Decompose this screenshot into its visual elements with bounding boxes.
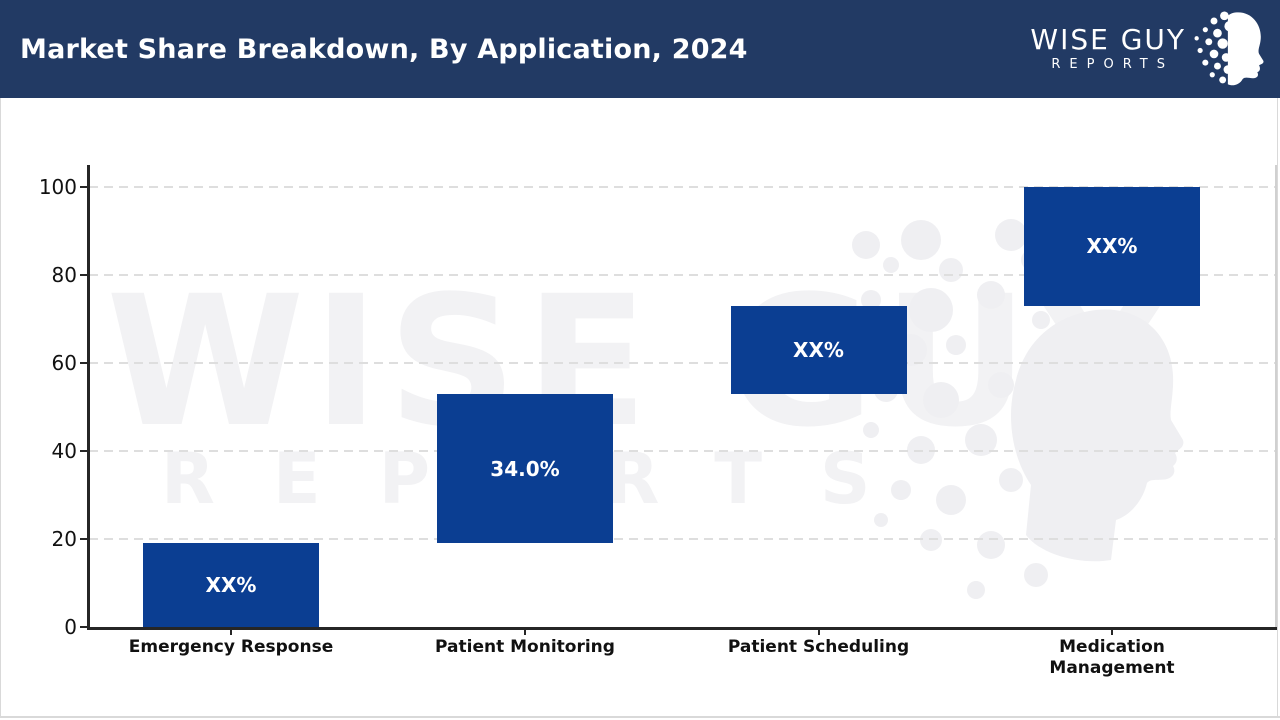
bar-segment-4: XX%: [1024, 187, 1200, 306]
y-axis-tick: [80, 450, 88, 452]
plot-right-border: [1275, 165, 1277, 629]
bar-segment-2: 34.0%: [437, 393, 613, 544]
y-axis-tick: [80, 538, 88, 540]
gridline-40: [89, 450, 1275, 452]
bar-segment-3: XX%: [730, 305, 907, 394]
y-axis-tick-label: 20: [51, 527, 77, 551]
x-axis-tick: [230, 629, 232, 635]
y-axis-tick-label: 0: [64, 615, 77, 639]
y-axis-tick: [80, 362, 88, 364]
x-axis-category-label: Patient Monitoring: [435, 637, 615, 657]
x-axis-line: [87, 627, 1277, 630]
y-axis-tick: [80, 274, 88, 276]
bar-value-label: XX%: [1086, 234, 1138, 259]
y-axis-tick: [80, 186, 88, 188]
logo-primary-text: WISE GUY: [1030, 23, 1186, 56]
gridline-20: [89, 538, 1275, 540]
y-axis-tick-label: 40: [51, 439, 77, 463]
y-axis-tick-label: 100: [38, 175, 77, 199]
wise-guy-logo: WISE GUY REPORTS: [1030, 6, 1266, 92]
y-axis-line: [87, 165, 90, 629]
x-axis-category-label: Medication Management: [1049, 637, 1175, 678]
x-axis-category-label: Emergency Response: [128, 637, 334, 657]
gridline-60: [89, 362, 1275, 364]
y-axis-tick-label: 80: [51, 263, 77, 287]
bar-segment-1: XX%: [143, 543, 319, 627]
logo-secondary-text: REPORTS: [1051, 57, 1174, 72]
wise-guy-head-icon: [1188, 6, 1266, 92]
x-axis-category-label: Patient Scheduling: [727, 637, 910, 657]
bar-value-label: XX%: [793, 337, 844, 362]
header-bar: Market Share Breakdown, By Application, …: [0, 0, 1280, 98]
gridline-80: [89, 274, 1275, 276]
x-axis-tick: [817, 629, 820, 635]
bar-value-label: 34.0%: [490, 456, 560, 481]
y-axis-tick-label: 60: [51, 351, 77, 375]
bottom-border: [0, 716, 1280, 718]
gridline-100: [89, 186, 1275, 188]
page-title: Market Share Breakdown, By Application, …: [20, 33, 748, 65]
y-axis-tick: [80, 626, 88, 628]
bar-value-label: XX%: [205, 573, 257, 598]
x-axis-tick: [524, 629, 526, 635]
x-axis-tick: [1111, 629, 1113, 635]
